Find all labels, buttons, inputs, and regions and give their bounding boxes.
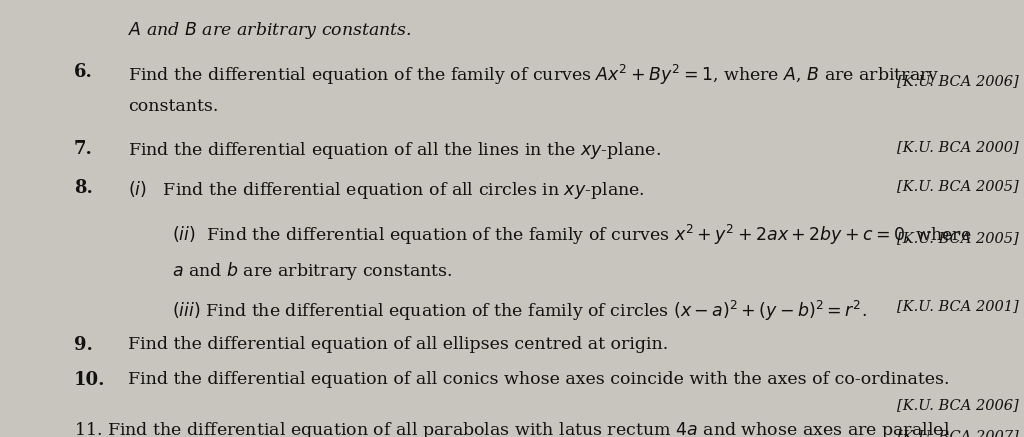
Text: Find the differential equation of all the lines in the $xy$-plane.: Find the differential equation of all th… — [128, 140, 662, 161]
Text: $(ii)$  Find the differential equation of the family of curves $x^2+y^2+2ax+2by+: $(ii)$ Find the differential equation of… — [172, 223, 972, 247]
Text: 11. Find the differential equation of all parabolas with latus rectum $4a$ and w: 11. Find the differential equation of al… — [74, 420, 949, 437]
Text: [K.U. BCA 2006]: [K.U. BCA 2006] — [897, 74, 1019, 88]
Text: [K.U. BCA 2000]: [K.U. BCA 2000] — [897, 140, 1019, 154]
Text: $(iii)$ Find the differential equation of the family of circles $(x-a)^2+(y-b)^2: $(iii)$ Find the differential equation o… — [172, 299, 867, 323]
Text: Find the differential equation of the family of curves $Ax^2+By^2=1$, where $A$,: Find the differential equation of the fa… — [128, 63, 939, 87]
Text: 10.: 10. — [74, 371, 105, 389]
Text: Find the differential equation of all ellipses centred at origin.: Find the differential equation of all el… — [128, 336, 669, 354]
Text: [K.U. BCA 2007]: [K.U. BCA 2007] — [897, 429, 1019, 437]
Text: [K.U. BCA 2001]: [K.U. BCA 2001] — [897, 299, 1019, 313]
Text: $A$ and $B$ are arbitrary constants.: $A$ and $B$ are arbitrary constants. — [128, 20, 412, 41]
Text: [K.U. BCA 2005]: [K.U. BCA 2005] — [897, 179, 1019, 193]
Text: Find the differential equation of all conics whose axes coincide with the axes o: Find the differential equation of all co… — [128, 371, 949, 388]
Text: $a$ and $b$ are arbitrary constants.: $a$ and $b$ are arbitrary constants. — [172, 260, 453, 282]
Text: 9.: 9. — [74, 336, 92, 354]
Text: 6.: 6. — [74, 63, 92, 81]
Text: 8.: 8. — [74, 179, 92, 197]
Text: 7.: 7. — [74, 140, 92, 158]
Text: [K.U. BCA 2005]: [K.U. BCA 2005] — [897, 232, 1019, 246]
Text: [K.U. BCA 2006]: [K.U. BCA 2006] — [897, 398, 1019, 412]
Text: constants.: constants. — [128, 98, 218, 115]
Text: $(i)$   Find the differential equation of all circles in $xy$-plane.: $(i)$ Find the differential equation of … — [128, 179, 645, 201]
